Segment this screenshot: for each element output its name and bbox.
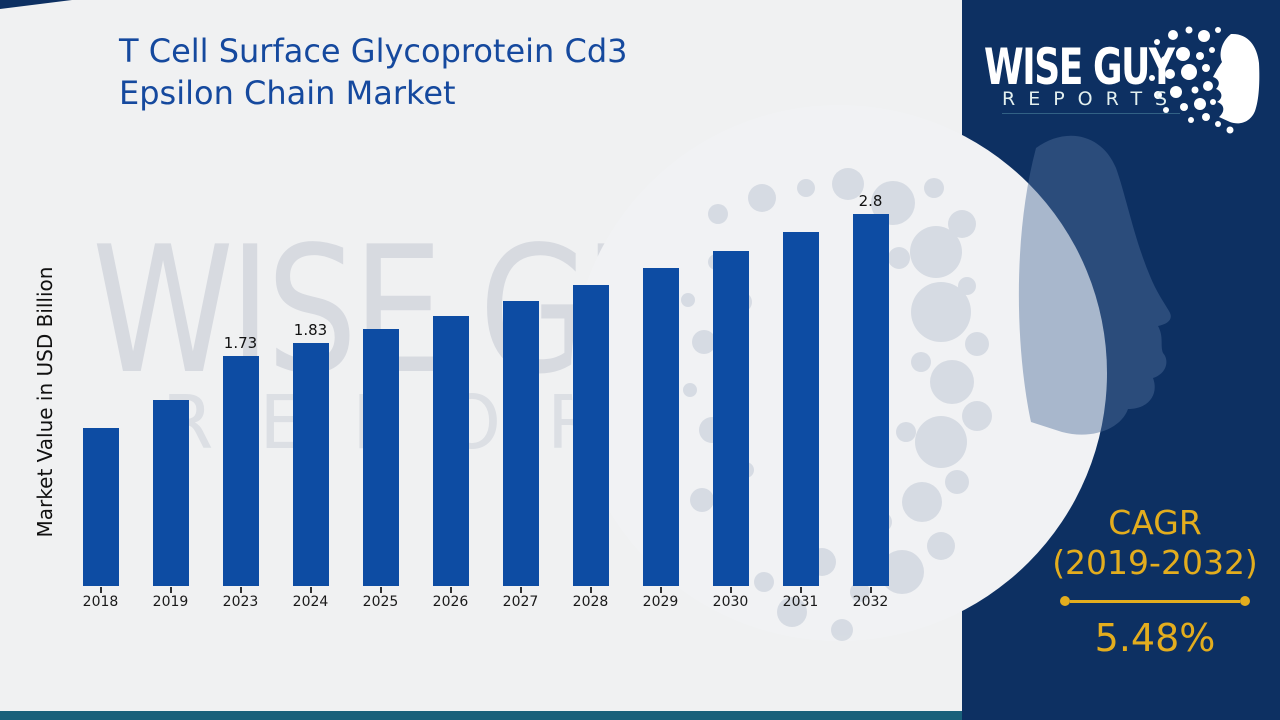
x-axis-tick-label: 2032 bbox=[852, 594, 889, 610]
cagr-divider-line bbox=[1060, 596, 1250, 606]
divider-left-dot bbox=[1060, 596, 1070, 606]
cagr-block: CAGR (2019-2032) 5.48% bbox=[1040, 503, 1270, 660]
bar bbox=[362, 329, 399, 586]
bar bbox=[152, 400, 189, 586]
page-title: T Cell Surface Glycoprotein Cd3 Epsilon … bbox=[119, 30, 628, 114]
bar bbox=[782, 232, 819, 586]
bar bbox=[222, 356, 259, 586]
x-axis-tick-label: 2029 bbox=[642, 594, 679, 610]
bar-value-label: 1.83 bbox=[293, 321, 328, 339]
x-axis-tick bbox=[519, 587, 522, 593]
bar-value-label: 2.8 bbox=[858, 192, 883, 210]
bar bbox=[852, 214, 889, 586]
x-axis-tick bbox=[659, 587, 662, 593]
x-axis-tick-label: 2023 bbox=[222, 594, 259, 610]
bar bbox=[502, 301, 539, 586]
bar bbox=[712, 251, 749, 586]
y-axis-label: Market Value in USD Billion bbox=[33, 266, 57, 538]
cagr-range: (2019-2032) bbox=[1052, 543, 1258, 582]
x-axis-tick-label: 2026 bbox=[432, 594, 469, 610]
x-axis-tick bbox=[799, 587, 802, 593]
bar bbox=[292, 343, 329, 586]
divider-right-dot bbox=[1240, 596, 1250, 606]
x-axis-tick bbox=[239, 587, 242, 593]
bar bbox=[432, 316, 469, 586]
bar-value-label: 1.73 bbox=[223, 334, 258, 352]
x-axis-tick bbox=[379, 587, 382, 593]
page-title-line1: T Cell Surface Glycoprotein Cd3 bbox=[119, 32, 628, 70]
x-axis-tick-label: 2028 bbox=[572, 594, 609, 610]
bar bbox=[642, 268, 679, 586]
x-axis-tick-label: 2031 bbox=[782, 594, 819, 610]
logo-reports-text: REPORTS bbox=[1002, 88, 1181, 114]
x-axis-tick bbox=[309, 587, 312, 593]
x-axis-tick-label: 2018 bbox=[82, 594, 119, 610]
x-axis-tick bbox=[449, 587, 452, 593]
x-axis-tick-label: 2030 bbox=[712, 594, 749, 610]
x-axis-tick bbox=[729, 587, 732, 593]
x-axis-tick bbox=[869, 587, 872, 593]
bottom-accent-strip bbox=[0, 711, 962, 720]
logo-wiseguy-text: WISE GUY bbox=[984, 38, 1175, 96]
x-axis-tick bbox=[99, 587, 102, 593]
x-axis-tick-label: 2027 bbox=[502, 594, 539, 610]
x-axis-tick bbox=[169, 587, 172, 593]
x-axis-tick bbox=[589, 587, 592, 593]
x-axis-tick-label: 2024 bbox=[292, 594, 329, 610]
cagr-value: 5.48% bbox=[1094, 616, 1216, 660]
divider-rule bbox=[1070, 599, 1240, 603]
x-axis-tick-label: 2025 bbox=[362, 594, 399, 610]
x-axis-tick-label: 2019 bbox=[152, 594, 189, 610]
page-title-line2: Epsilon Chain Market bbox=[119, 74, 456, 112]
cagr-label: CAGR bbox=[1108, 503, 1202, 542]
bar bbox=[572, 285, 609, 586]
bar bbox=[82, 428, 119, 586]
